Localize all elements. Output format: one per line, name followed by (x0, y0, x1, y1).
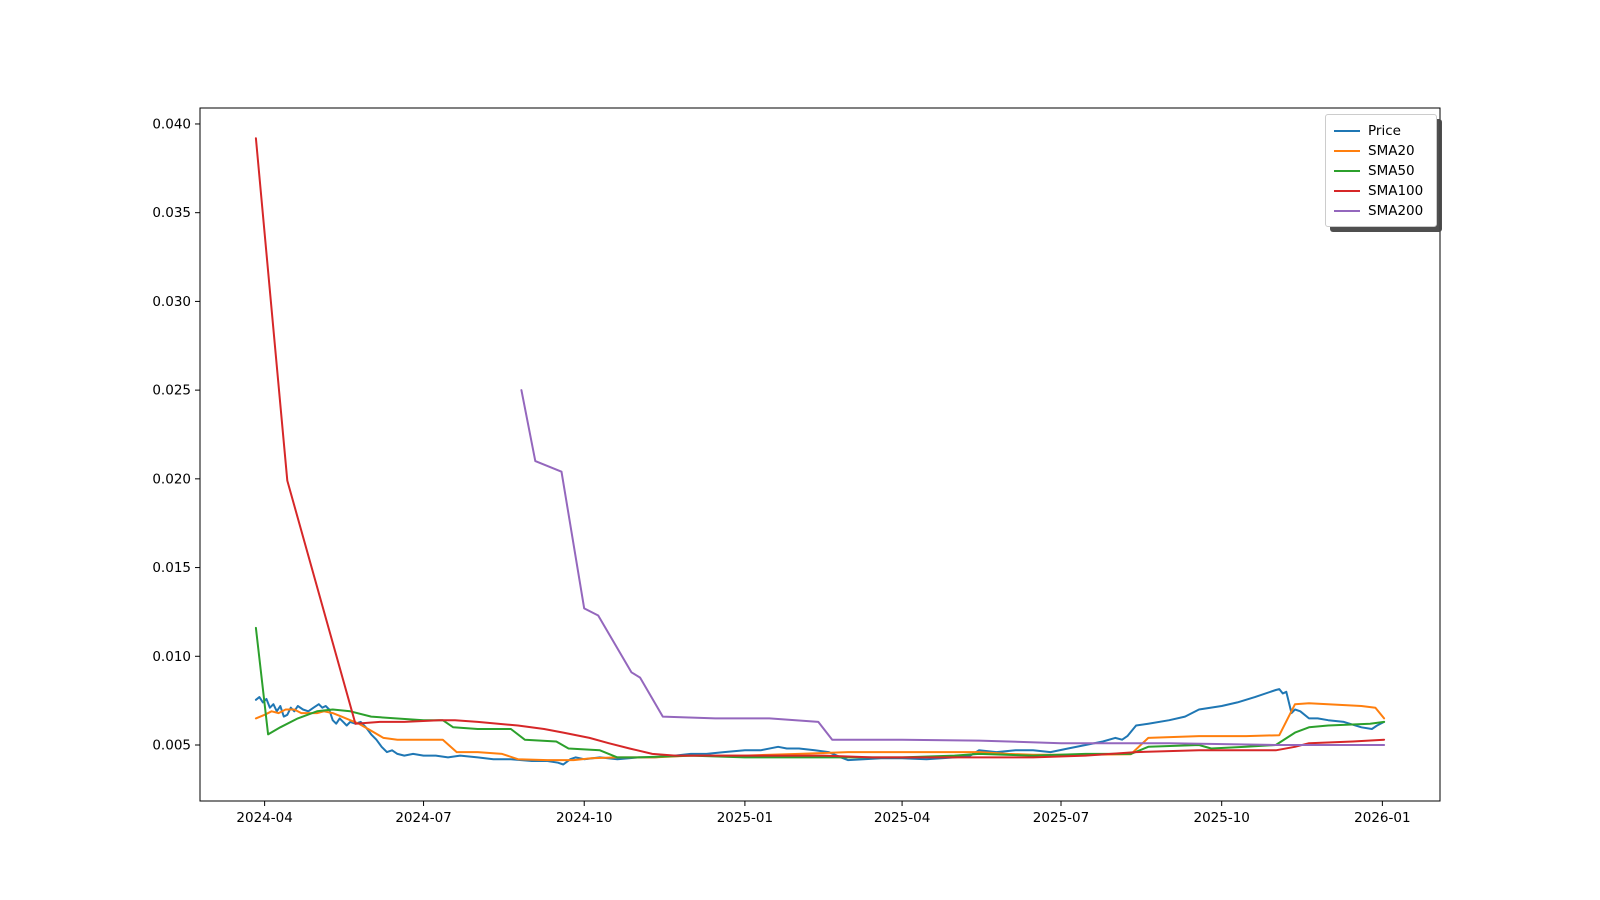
plot-border (199, 107, 1441, 802)
sma50-line-swatch-icon (1334, 170, 1360, 172)
sma200-line-swatch-icon (1334, 210, 1360, 212)
series-line-sma200 (520, 389, 1386, 746)
price-line-swatch-icon (1334, 130, 1360, 132)
legend-item-sma100: SMA100 (1334, 181, 1430, 201)
x-tick-label: 2024-07 (395, 810, 451, 826)
legend-label-sma100: SMA100 (1368, 183, 1424, 199)
sma20-line-swatch-icon (1334, 150, 1360, 152)
legend: Price SMA20 SMA50 SMA100 SMA200 (1325, 114, 1437, 227)
x-tick-label: 2024-10 (556, 810, 612, 826)
y-tick-label: 0.015 (152, 560, 191, 576)
legend-item-sma20: SMA20 (1334, 141, 1430, 161)
x-tick-label: 2025-01 (717, 810, 773, 826)
x-tick-label: 2024-04 (236, 810, 292, 826)
legend-label-sma20: SMA20 (1368, 143, 1415, 159)
sma100-line-swatch-icon (1334, 190, 1360, 192)
legend-label-price: Price (1368, 123, 1401, 139)
y-tick-label: 0.035 (152, 205, 191, 221)
x-tick-label: 2025-04 (874, 810, 930, 826)
series-line-sma50 (254, 626, 1386, 759)
y-tick-label: 0.030 (152, 294, 191, 310)
legend-item-price: Price (1334, 121, 1430, 141)
legend-item-sma50: SMA50 (1334, 161, 1430, 181)
legend-label-sma200: SMA200 (1368, 203, 1424, 219)
series-line-sma100 (254, 137, 1386, 759)
y-tick-label: 0.010 (152, 649, 191, 665)
legend-label-sma50: SMA50 (1368, 163, 1415, 179)
legend-item-sma200: SMA200 (1334, 201, 1430, 221)
y-tick-label: 0.025 (152, 383, 191, 399)
x-tick-label: 2026-01 (1354, 810, 1410, 826)
y-tick-label: 0.040 (152, 116, 191, 132)
x-tick-label: 2025-10 (1193, 810, 1249, 826)
x-tick-label: 2025-07 (1033, 810, 1089, 826)
y-tick-label: 0.005 (152, 738, 191, 754)
y-tick-label: 0.020 (152, 471, 191, 487)
